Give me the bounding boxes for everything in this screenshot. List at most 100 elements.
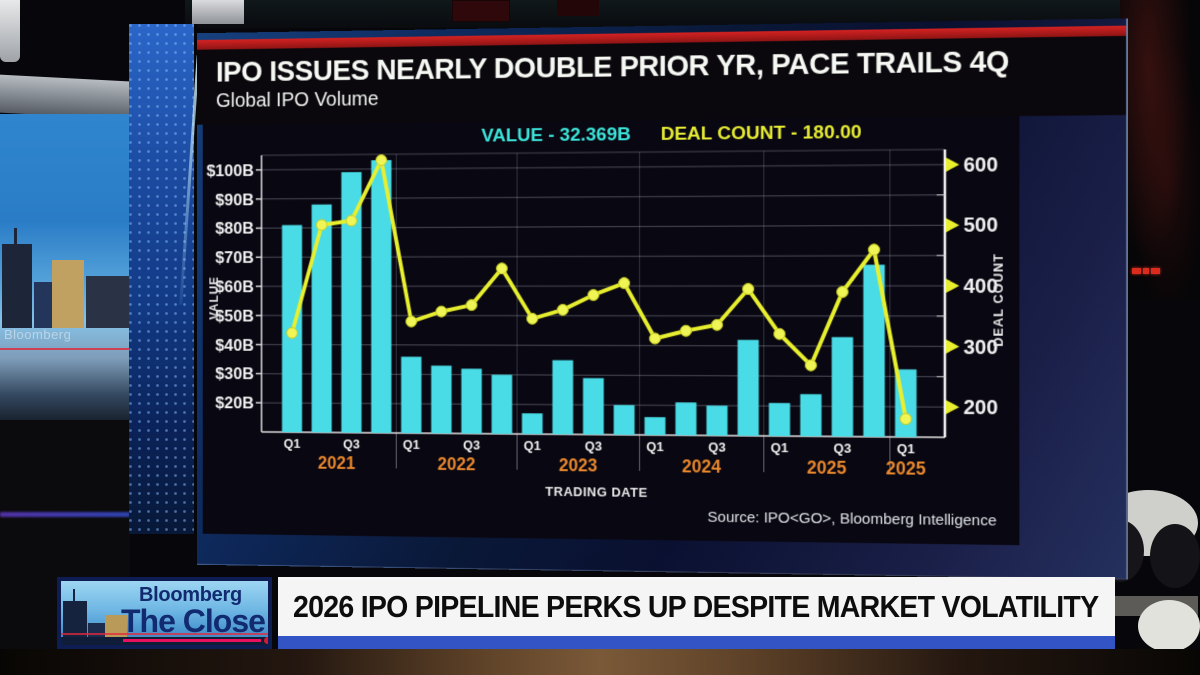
- chart-title-bar: IPO ISSUES NEARLY DOUBLE PRIOR YR, PACE …: [197, 35, 1127, 125]
- legend-value: VALUE - 32.369B: [481, 124, 631, 147]
- bar: [461, 368, 482, 434]
- right-axis-label: 200: [963, 397, 998, 420]
- x-year-label: 2025: [807, 457, 847, 478]
- left-axis-title: VALUE: [207, 276, 220, 320]
- bar: [800, 394, 822, 437]
- chart-screen: IPO ISSUES NEARLY DOUBLE PRIOR YR, PACE …: [197, 18, 1129, 580]
- bar: [583, 378, 604, 435]
- line-marker: [805, 360, 816, 371]
- line-marker: [774, 328, 785, 339]
- x-quarter-label: Q3: [708, 439, 725, 454]
- x-quarter-label: Q3: [463, 437, 480, 452]
- x-quarter-label: Q1: [897, 441, 915, 457]
- line-marker: [376, 155, 387, 166]
- line-marker: [680, 325, 691, 336]
- left-axis-label: $70B: [215, 248, 254, 267]
- logo-red-ticker-line: [61, 633, 268, 635]
- right-axis-arrow: [945, 399, 960, 415]
- gridline: [262, 315, 945, 316]
- logo-brand-bottom: The Close: [121, 603, 266, 639]
- x-year-label: 2022: [438, 454, 476, 474]
- sphere-lamp: [1138, 600, 1200, 652]
- x-year-label: 2024: [682, 456, 721, 477]
- bar: [311, 204, 332, 433]
- chart-svg: $100B $90B $80B $70B $60B $50B $40B $30B $20B VAL…: [206, 116, 1006, 530]
- line-marker: [527, 313, 538, 324]
- bar: [371, 160, 392, 433]
- headline-box: 2026 IPO PIPELINE PERKS UP DESPITE MARKE…: [278, 577, 1115, 636]
- left-screen-brand-text: Bloomberg: [4, 327, 72, 342]
- skyline-building: [2, 244, 32, 328]
- bar: [768, 402, 791, 437]
- left-screen-ticker-line: [0, 348, 129, 350]
- line-marker: [406, 316, 417, 327]
- skyline-building: [86, 276, 129, 328]
- left-axis-label: $20B: [215, 394, 254, 413]
- headline-blue-bar: [278, 636, 1115, 649]
- studio-floor: [0, 649, 1200, 675]
- bar: [644, 416, 665, 436]
- bar: [675, 402, 697, 436]
- line-marker: [900, 413, 911, 424]
- right-axis-label: 500: [963, 215, 998, 238]
- studio-beam: [0, 74, 129, 120]
- studio-left-screen: Bloomberg: [0, 114, 129, 420]
- chart-graphic-panel: $100B $90B $80B $70B $60B $50B $40B $30B $20B VAL…: [202, 116, 1020, 546]
- left-axis-label: $60B: [215, 277, 254, 296]
- x-quarter-label: Q1: [403, 437, 420, 452]
- line-marker: [711, 319, 722, 330]
- line-marker: [837, 286, 848, 297]
- left-axis-label: $30B: [215, 364, 254, 383]
- x-quarter-label: Q3: [343, 436, 360, 451]
- plot-frame-top: [262, 149, 945, 155]
- logo-brand-top: Bloomberg: [139, 584, 242, 606]
- x-quarter-label: Q1: [524, 438, 541, 453]
- left-axis-label: $50B: [215, 306, 254, 325]
- source-text: Source: IPO<GO>, Bloomberg Intelligence: [708, 510, 997, 530]
- studio-light-fixture: [192, 0, 244, 24]
- right-axis-title: DEAL COUNT: [991, 253, 1006, 347]
- x-quarter-label: Q3: [585, 438, 602, 453]
- bar: [895, 369, 917, 438]
- bar: [552, 360, 574, 435]
- x-quarter-label: Q1: [771, 440, 789, 455]
- line-marker: [868, 244, 879, 255]
- line-marker: [649, 332, 661, 345]
- bar: [521, 413, 543, 435]
- studio-chair: [1150, 524, 1200, 588]
- logo-background: Bloomberg The Close: [61, 581, 268, 645]
- line-marker: [557, 304, 568, 315]
- line-marker: [436, 306, 447, 317]
- x-quarter-label: Q1: [646, 439, 663, 454]
- bar: [491, 374, 513, 434]
- x-quarter-label: Q1: [284, 436, 301, 451]
- studio-monitor: [452, 0, 510, 22]
- x-year-label: 2025: [886, 458, 926, 479]
- bar: [282, 225, 303, 433]
- line-marker: [588, 290, 599, 301]
- legend-deal-count: DEAL COUNT - 180.00: [660, 121, 862, 145]
- line-marker: [287, 328, 298, 339]
- logo-skyline-spire: [73, 589, 75, 601]
- skyline-building: [34, 282, 52, 328]
- line-marker: [619, 278, 630, 289]
- right-axis-label: 300: [963, 336, 998, 359]
- bar: [706, 405, 728, 436]
- left-axis-label: $80B: [215, 219, 254, 238]
- line-marker: [743, 283, 754, 294]
- headline-text: 2026 IPO PIPELINE PERKS UP DESPITE MARKE…: [293, 588, 1099, 624]
- gridline: [262, 256, 945, 258]
- gridline: [262, 225, 945, 228]
- bar: [341, 172, 362, 433]
- studio-led-clock: [1132, 268, 1166, 276]
- bloomberg-the-close-logo: Bloomberg The Close: [57, 577, 272, 649]
- line-marker: [346, 215, 357, 226]
- bar: [737, 339, 759, 436]
- x-year-label: 2023: [559, 455, 597, 476]
- bar: [401, 356, 422, 434]
- right-axis-label: 400: [963, 275, 998, 298]
- right-axis-label: 600: [963, 154, 998, 177]
- x-quarter-label: Q3: [834, 440, 852, 456]
- logo-red-underline: [123, 639, 261, 642]
